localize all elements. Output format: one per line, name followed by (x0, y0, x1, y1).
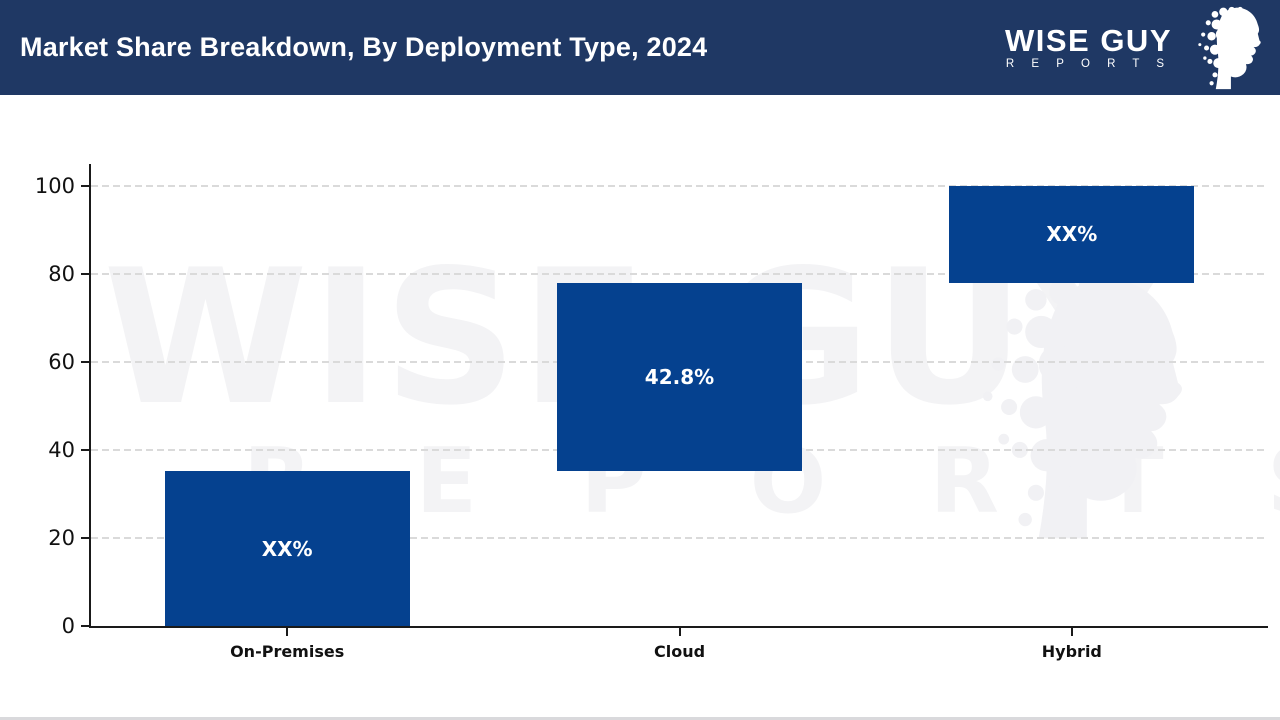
bar-on-premises: XX% (164, 471, 410, 626)
x-axis-label-0: On-Premises (230, 642, 345, 661)
bar-value-label: XX% (261, 536, 313, 561)
y-tick-label-20: 20 (48, 526, 75, 550)
y-tick-40 (81, 449, 89, 451)
bar-value-label: XX% (1046, 222, 1098, 247)
y-tick-100 (81, 185, 89, 187)
y-tick-label-0: 0 (61, 614, 75, 638)
header-bar: Market Share Breakdown, By Deployment Ty… (0, 0, 1280, 95)
gridline-100 (91, 185, 1268, 187)
x-tick-0 (286, 628, 289, 636)
y-tick-20 (81, 537, 89, 539)
x-axis-label-2: Hybrid (1041, 642, 1102, 661)
bar-cloud: 42.8% (557, 282, 802, 472)
wiseguy-logo: WISE GUY R E P O R T S (1005, 6, 1266, 90)
gridline-80 (91, 273, 1268, 275)
x-tick-1 (678, 628, 681, 636)
y-tick-0 (81, 625, 89, 627)
page-title: Market Share Breakdown, By Deployment Ty… (20, 32, 708, 62)
y-tick-label-60: 60 (48, 350, 75, 374)
gridline-20 (91, 537, 1268, 539)
plot-area: 0 20 40 60 80 100 XX% On-Premises 42.8% Cloud XX% H… (35, 164, 1268, 661)
y-tick-60 (81, 361, 89, 363)
wiseguy-logo-name: WISE GUY (1004, 22, 1172, 58)
y-tick-80 (81, 273, 89, 275)
wiseguy-face-icon (1174, 6, 1266, 90)
y-tick-label-40: 40 (48, 438, 75, 462)
wiseguy-logo-text: WISE GUY R E P O R T S (1005, 25, 1172, 71)
y-tick-label-80: 80 (48, 262, 75, 286)
y-tick-label-100: 100 (34, 174, 75, 198)
bar-value-label: 42.8% (644, 364, 715, 389)
x-axis-label-1: Cloud (653, 642, 706, 661)
x-tick-2 (1070, 628, 1073, 636)
wiseguy-logo-sub: R E P O R T S (1005, 57, 1172, 70)
bar-hybrid: XX% (949, 186, 1195, 283)
